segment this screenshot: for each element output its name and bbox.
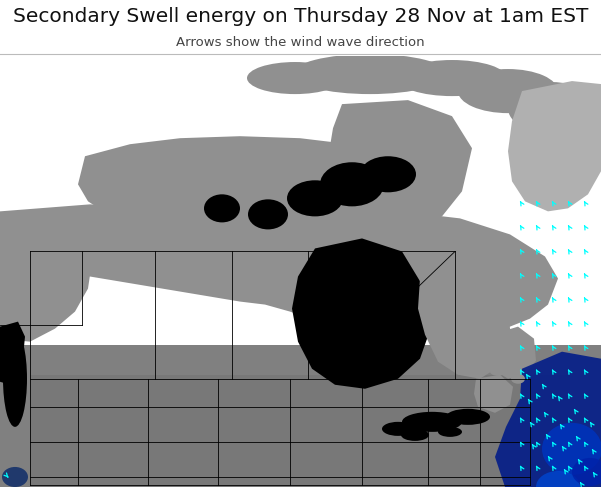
Ellipse shape — [320, 162, 384, 206]
Polygon shape — [0, 205, 558, 335]
Text: Secondary Swell energy on Thursday 28 Nov at 1am EST: Secondary Swell energy on Thursday 28 No… — [13, 7, 588, 26]
Ellipse shape — [438, 427, 462, 437]
Ellipse shape — [508, 82, 596, 134]
Polygon shape — [328, 100, 472, 231]
Ellipse shape — [401, 429, 429, 441]
Ellipse shape — [402, 412, 462, 432]
Polygon shape — [487, 327, 536, 379]
Text: Arrows show the wind wave direction: Arrows show the wind wave direction — [176, 36, 425, 49]
Polygon shape — [0, 345, 601, 487]
Ellipse shape — [397, 60, 507, 96]
Ellipse shape — [204, 194, 240, 223]
Ellipse shape — [360, 156, 416, 192]
Ellipse shape — [198, 180, 298, 248]
Polygon shape — [474, 375, 513, 413]
Polygon shape — [78, 136, 430, 226]
Ellipse shape — [247, 62, 343, 94]
Ellipse shape — [248, 199, 288, 229]
Polygon shape — [30, 375, 570, 487]
Ellipse shape — [446, 409, 490, 425]
Ellipse shape — [572, 458, 601, 486]
Ellipse shape — [2, 467, 28, 487]
Ellipse shape — [542, 423, 601, 475]
Ellipse shape — [382, 422, 414, 436]
Polygon shape — [495, 352, 601, 487]
Ellipse shape — [550, 104, 601, 152]
Ellipse shape — [255, 188, 335, 248]
Ellipse shape — [511, 374, 525, 384]
Polygon shape — [0, 231, 92, 342]
Polygon shape — [418, 275, 512, 379]
Polygon shape — [0, 321, 25, 385]
Ellipse shape — [287, 180, 343, 216]
Ellipse shape — [536, 471, 580, 487]
Ellipse shape — [156, 181, 240, 242]
Ellipse shape — [490, 368, 506, 376]
Ellipse shape — [3, 331, 27, 427]
Polygon shape — [292, 239, 432, 389]
Ellipse shape — [292, 54, 448, 94]
Polygon shape — [508, 81, 601, 211]
Ellipse shape — [458, 69, 558, 113]
